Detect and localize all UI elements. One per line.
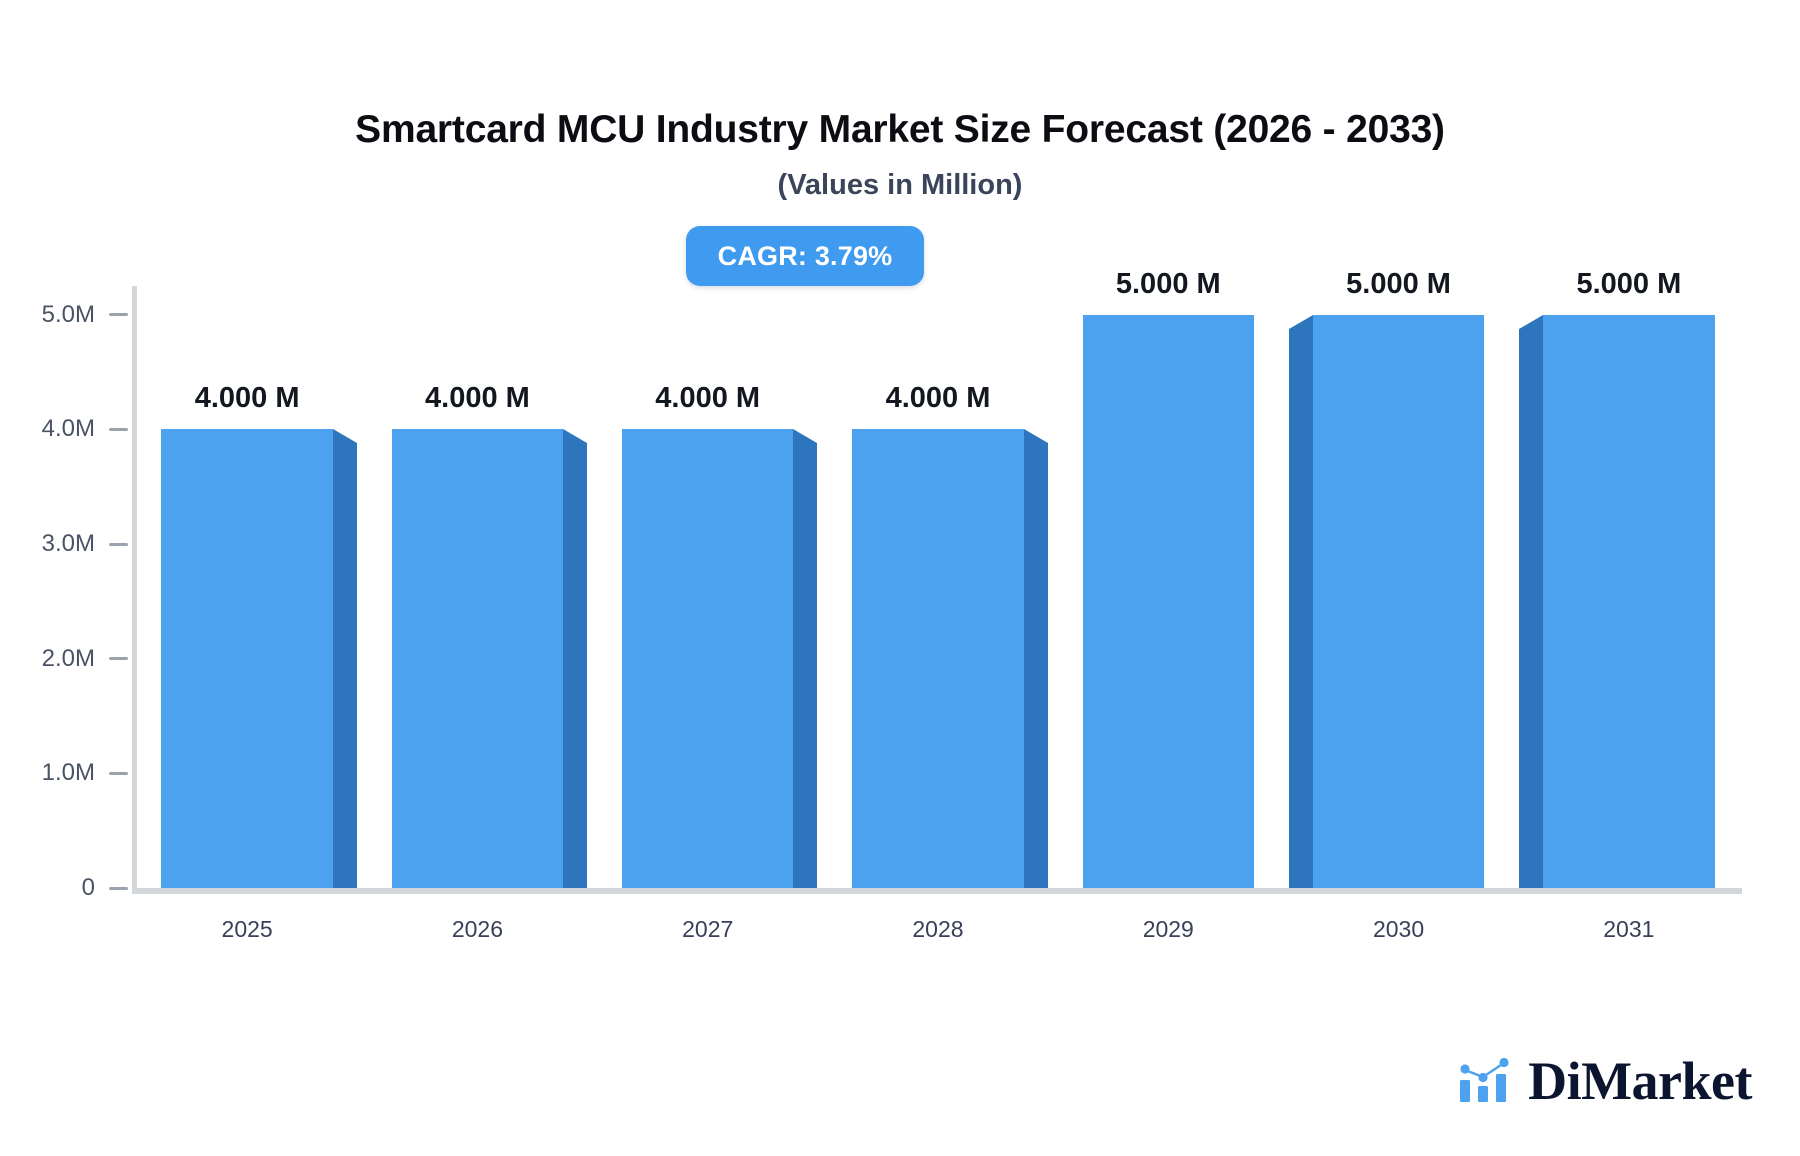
bar-side-face <box>793 429 818 888</box>
chart-title: Smartcard MCU Industry Market Size Forec… <box>355 108 1445 151</box>
bar-column[interactable]: 5.000 M <box>1288 268 1485 888</box>
chart-header: Smartcard MCU Industry Market Size Forec… <box>0 108 1800 202</box>
y-axis-tick-mark <box>109 771 128 775</box>
y-axis-tick: 1.0M <box>42 758 128 788</box>
bar-value-label: 4.000 M <box>655 382 761 415</box>
y-axis-tick-mark <box>109 657 128 661</box>
bar-series: 4.000 M 4.000 M 4.000 M 4.000 M 5.000 M 5.000… <box>132 268 1744 888</box>
bar-face[interactable] <box>1543 314 1715 888</box>
bar-value-label: 4.000 M <box>425 382 530 415</box>
bar-side-face <box>1288 314 1313 888</box>
y-axis-tick-label: 4.0M <box>41 415 95 443</box>
bar-column[interactable]: 4.000 M <box>852 286 1048 888</box>
brand-logo: DiMarket <box>1456 1053 1752 1108</box>
y-axis-tick: 4.0M <box>42 414 128 444</box>
y-axis: 0 1.0M 2.0M 3.0M 4.0M 5.0M <box>0 0 128 1156</box>
y-axis-tick: 3.0M <box>42 529 128 559</box>
y-axis-tick-mark <box>109 427 128 431</box>
bar-value-label: 4.000 M <box>885 382 991 415</box>
bar-face[interactable] <box>621 429 794 888</box>
bar-side-face <box>1023 429 1048 888</box>
y-axis-tick-label: 2.0M <box>41 644 95 672</box>
bar-column[interactable]: 5.000 M <box>1519 268 1715 888</box>
bar-value-label: 5.000 M <box>1115 267 1221 300</box>
x-axis-tick-label: 2029 <box>1142 916 1194 942</box>
y-axis-tick-mark <box>109 542 128 546</box>
cagr-badge-label: CAGR: 3.79% <box>717 240 893 271</box>
y-axis-tick-label: 3.0M <box>41 530 95 557</box>
bar-face[interactable] <box>161 429 333 888</box>
brand-logo-text: DiMarket <box>1528 1050 1752 1111</box>
bar-face[interactable] <box>852 429 1024 888</box>
bar-face[interactable] <box>1082 314 1255 888</box>
bar-value-label: 5.000 M <box>1346 267 1451 300</box>
bar-side-face <box>1519 314 1544 888</box>
y-axis-tick: 5.0M <box>42 300 128 330</box>
chart-subtitle: (Values in Million) <box>777 168 1023 201</box>
y-axis-tick-mark <box>109 313 128 317</box>
bar-chart-icon <box>1456 1053 1514 1108</box>
y-axis-tick-label: 5.0M <box>41 300 95 328</box>
bar-value-label: 5.000 M <box>1576 267 1682 300</box>
bar-value-label: 4.000 M <box>194 382 300 415</box>
cagr-badge[interactable]: CAGR: 3.79% <box>686 226 924 286</box>
y-axis-tick: 0 <box>82 873 128 903</box>
x-axis-tick-label: 2028 <box>912 916 964 942</box>
y-axis-tick-mark <box>109 886 128 890</box>
bar-column[interactable]: 5.000 M <box>1082 268 1255 888</box>
y-axis-tick-label: 1.0M <box>41 759 95 787</box>
y-axis-spine <box>132 286 137 892</box>
y-axis-tick-label: 0 <box>81 874 95 901</box>
bar-face[interactable] <box>1312 314 1485 888</box>
x-axis-tick-label: 2030 <box>1372 916 1425 942</box>
bar-side-face <box>563 429 588 888</box>
x-axis-tick-label: 2027 <box>682 916 734 942</box>
bar-column[interactable]: 4.000 M <box>391 286 588 888</box>
x-axis-tick-label: 2026 <box>451 916 503 942</box>
x-axis-spine <box>132 888 1742 894</box>
bar-column[interactable]: 4.000 M <box>621 286 818 888</box>
bar-column[interactable]: 4.000 M <box>161 286 357 888</box>
bar-side-face <box>332 429 357 888</box>
x-axis-tick-label: 2031 <box>1603 916 1655 942</box>
y-axis-tick: 2.0M <box>42 644 128 674</box>
x-axis-tick-label: 2025 <box>221 916 273 942</box>
bar-face[interactable] <box>391 429 564 888</box>
